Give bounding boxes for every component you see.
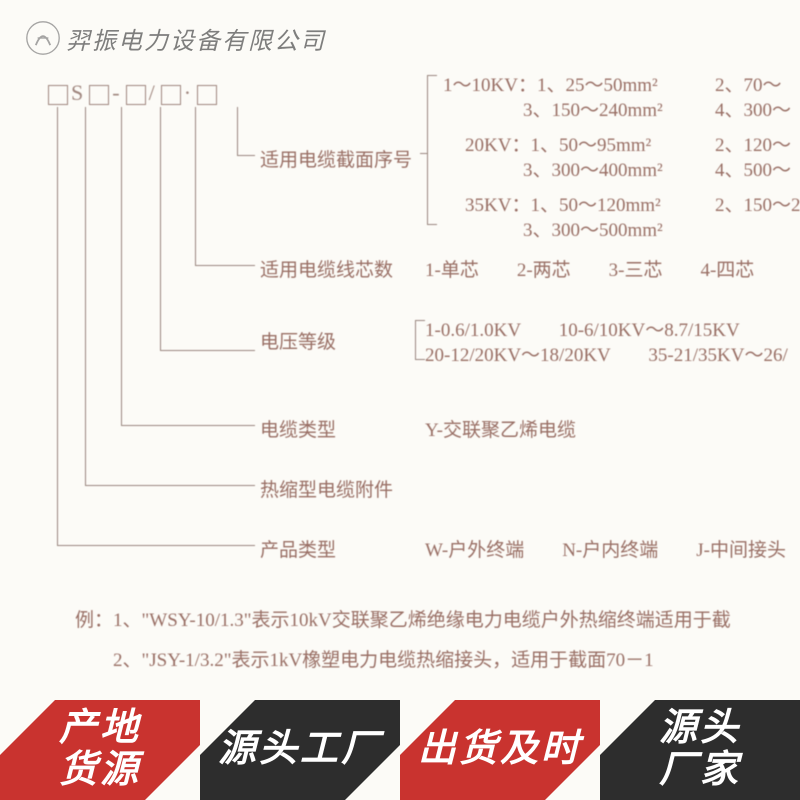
section-value: 4、500～: [715, 155, 791, 182]
bracket: [427, 75, 437, 225]
section-value: 1～10KV：1、25～50mm²: [443, 70, 658, 97]
badge-source: 源头厂家: [600, 700, 800, 800]
badge-shipping: 出货及时: [400, 700, 600, 800]
section-value: 2、120～: [715, 130, 791, 157]
section-value: 4、300～: [715, 95, 791, 122]
badge-text: 产地货源: [59, 708, 141, 792]
connector-line: [195, 107, 196, 265]
connector-line: [237, 155, 255, 156]
section-label: 适用电缆截面序号: [260, 145, 412, 172]
voltage-value: 20-12/20KV～18/20KV 35-21/35KV～26/: [425, 340, 788, 367]
voltage-value: 1-0.6/1.0KV 10-6/10KV～8.7/15KV: [425, 315, 740, 342]
core-label: 适用电缆线芯数: [260, 255, 393, 282]
badge-factory: 源头工厂: [200, 700, 400, 800]
section-value: 3、300～500mm²: [523, 215, 663, 242]
badge-text: 源头工厂: [218, 729, 382, 771]
connector-line: [57, 107, 58, 545]
connector-line: [85, 107, 86, 485]
model-formula: S-/·: [45, 80, 220, 106]
cable-type-value: Y-交联聚乙烯电缆: [425, 415, 576, 442]
badge-text: 源头厂家: [659, 708, 741, 792]
section-value: 2、70～: [715, 70, 782, 97]
product-label: 产品类型: [260, 535, 336, 562]
section-value: 20KV：1、50～95mm²: [465, 130, 651, 157]
example-2: 2、"JSY-1/3.2"表示1kV橡塑电力电缆热缩接头，适用于截面70－1: [113, 645, 654, 672]
connector-line: [121, 107, 122, 425]
connector-line: [160, 107, 161, 350]
connector-line: [237, 107, 238, 155]
section-value: 2、150～24: [715, 190, 800, 217]
example-1: 例：1、"WSY-10/1.3"表示10kV交联聚乙烯绝缘电力电缆户外热缩终端适…: [75, 605, 731, 632]
section-value: 35KV：1、50～120mm²: [465, 190, 661, 217]
shrink-label: 热缩型电缆附件: [260, 475, 393, 502]
section-value: 3、150～240mm²: [523, 95, 663, 122]
bracket: [415, 320, 425, 360]
diagram-content: S-/· 适用电缆截面序号 1～10KV：1、25～50mm² 2、70～ 3、…: [25, 25, 800, 800]
product-value: W-户外终端 N-户内终端 J-中间接头: [425, 535, 786, 562]
connector-line: [160, 350, 255, 351]
core-value: 1-单芯 2-两芯 3-三芯 4-四芯: [425, 255, 754, 282]
connector-line: [121, 425, 255, 426]
connector-line: [85, 485, 255, 486]
voltage-label: 电压等级: [260, 327, 336, 354]
badge-origin: 产地货源: [0, 700, 200, 800]
connector-line: [195, 265, 255, 266]
connector-line: [57, 545, 255, 546]
connector-line: [420, 153, 428, 154]
badge-text: 出货及时: [418, 729, 582, 771]
cable-type-label: 电缆类型: [260, 415, 336, 442]
section-value: 3、300～400mm²: [523, 155, 663, 182]
bottom-badges: 产地货源 源头工厂 出货及时 源头厂家: [0, 700, 800, 800]
